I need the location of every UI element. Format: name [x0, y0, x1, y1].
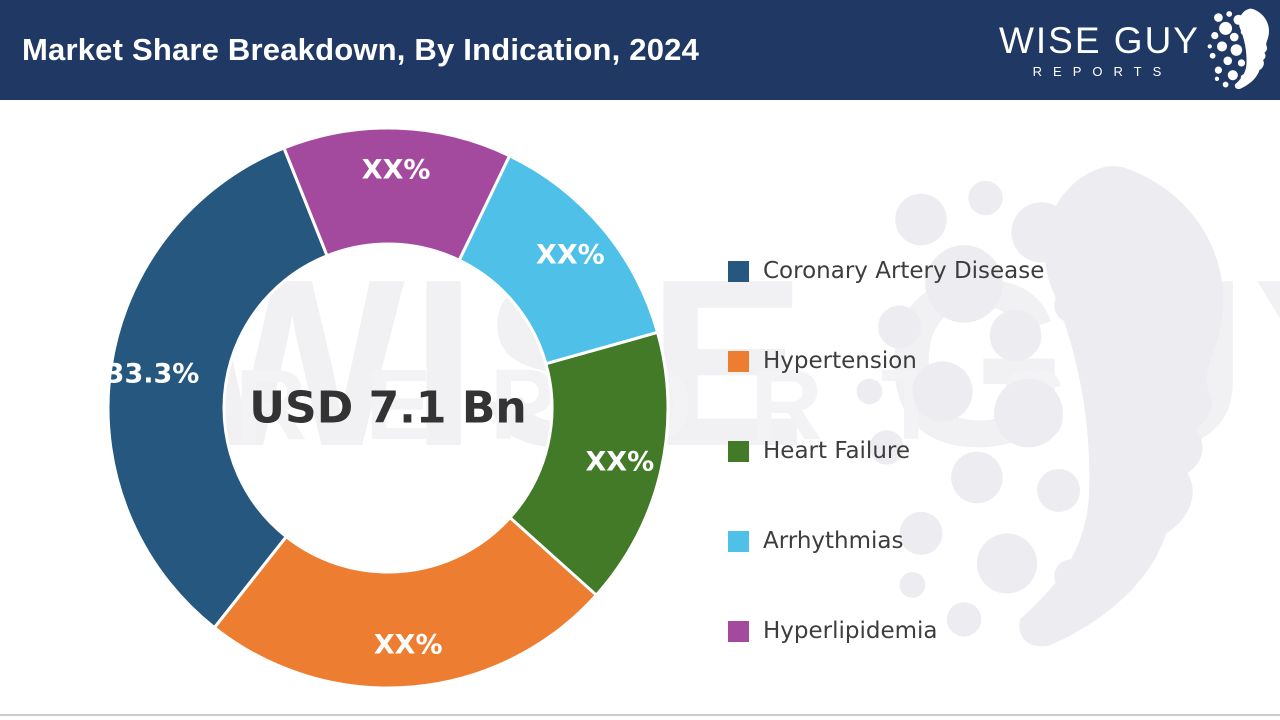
donut-slice-hyperlipidemia	[282, 126, 512, 262]
logo-face-icon	[1204, 6, 1276, 94]
slice-value-label: XX%	[374, 630, 443, 661]
legend-item-hypertension: Hypertension	[728, 348, 1044, 374]
chart-area: WISE GUY REPORTS 33.3%XX%XX%XX%XX% USD 7…	[0, 100, 1280, 720]
legend-label: Coronary Artery Disease	[763, 258, 1045, 284]
logo-text: WISE GUY REPORTS	[999, 22, 1200, 79]
logo-wordmark: WISE GUY	[998, 19, 1200, 61]
donut-chart: 33.3% XX% XX% XX% XX%	[106, 126, 670, 690]
donut-slice-coronary-artery-disease	[106, 146, 329, 630]
chart-legend: Coronary Artery Disease Hypertension Hea…	[728, 258, 1044, 708]
legend-swatch-icon	[728, 350, 749, 372]
legend-item-coronary-artery-disease: Coronary Artery Disease	[728, 258, 1044, 284]
bottom-divider	[0, 714, 1280, 716]
legend-swatch-icon	[728, 260, 749, 282]
legend-item-heart-failure: Heart Failure	[728, 438, 1044, 464]
legend-label: Hyperlipidemia	[763, 618, 938, 644]
legend-item-arrhythmias: Arrhythmias	[728, 528, 1044, 554]
slice-value-label: XX%	[536, 240, 605, 271]
slice-value-label: XX%	[362, 155, 431, 186]
legend-label: Heart Failure	[763, 438, 910, 464]
legend-item-hyperlipidemia: Hyperlipidemia	[728, 618, 1044, 644]
wise-guy-logo: WISE GUY REPORTS	[999, 6, 1276, 94]
chart-center-value: USD 7.1 Bn	[249, 382, 527, 434]
slice-value-label: 33.3%	[106, 358, 200, 389]
donut-slice-heart-failure	[508, 330, 670, 597]
legend-swatch-icon	[728, 440, 749, 462]
logo-subtitle: REPORTS	[1032, 63, 1173, 79]
legend-label: Hypertension	[763, 348, 917, 374]
page-title: Market Share Breakdown, By Indication, 2…	[22, 32, 700, 67]
slice-value-label: XX%	[585, 447, 654, 478]
header-bar: Market Share Breakdown, By Indication, 2…	[0, 0, 1280, 100]
legend-swatch-icon	[728, 620, 749, 642]
legend-swatch-icon	[728, 530, 749, 552]
donut-slice-hypertension	[212, 516, 598, 690]
legend-label: Arrhythmias	[763, 528, 904, 554]
